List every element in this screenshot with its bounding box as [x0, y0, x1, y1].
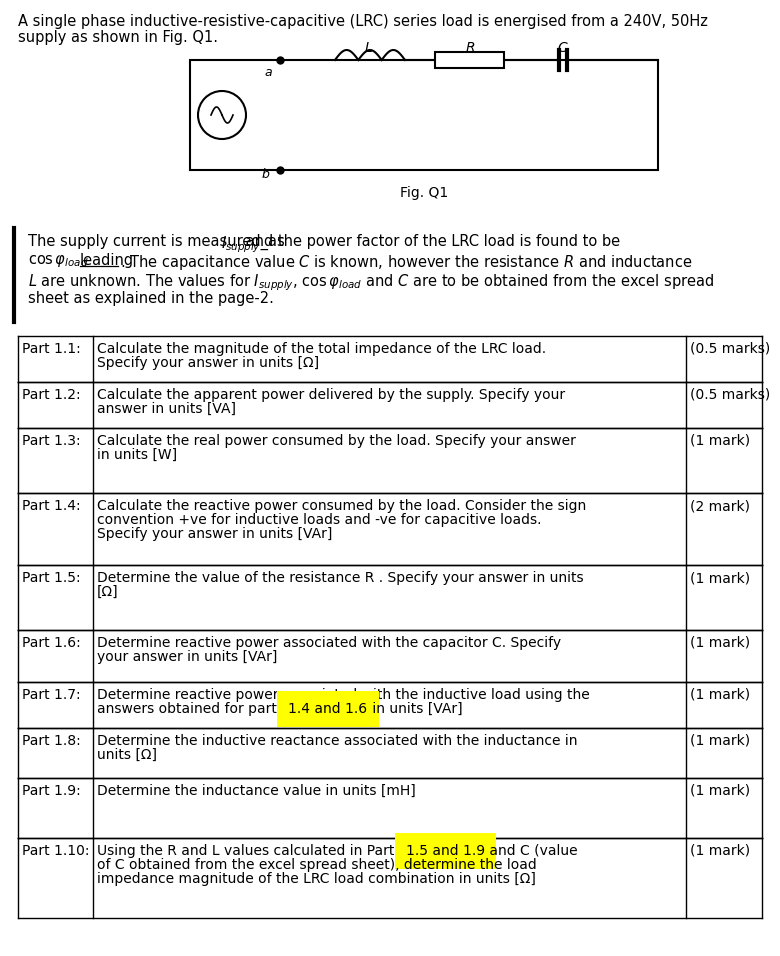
Text: (1 mark): (1 mark)	[690, 734, 750, 748]
Text: Part 1.10:: Part 1.10:	[22, 844, 90, 858]
Text: Calculate the apparent power delivered by the supply. Specify your: Calculate the apparent power delivered b…	[97, 388, 566, 402]
Text: Part 1.6:: Part 1.6:	[22, 636, 81, 650]
Text: Part 1.2:: Part 1.2:	[22, 388, 80, 402]
Text: in units [VAr]: in units [VAr]	[367, 702, 462, 716]
Text: in units [W]: in units [W]	[97, 448, 177, 462]
Text: (1 mark): (1 mark)	[690, 434, 750, 448]
Text: Specify your answer in units [VAr]: Specify your answer in units [VAr]	[97, 527, 332, 541]
Text: Part 1.3:: Part 1.3:	[22, 434, 80, 448]
Text: Part 1.9:: Part 1.9:	[22, 784, 81, 798]
FancyBboxPatch shape	[190, 60, 658, 170]
Text: leading: leading	[80, 253, 134, 268]
Text: 1.5 and 1.9: 1.5 and 1.9	[406, 844, 485, 858]
Text: and the power factor of the LRC load is found to be: and the power factor of the LRC load is …	[241, 234, 620, 249]
Text: supply as shown in Fig. Q1.: supply as shown in Fig. Q1.	[18, 30, 218, 45]
Text: . The capacitance value $C$ is known, however the resistance $R$ and inductance: . The capacitance value $C$ is known, ho…	[120, 253, 693, 272]
Text: units [Ω]: units [Ω]	[97, 748, 157, 762]
Text: and C (value: and C (value	[485, 844, 578, 858]
Text: Using the R and L values calculated in Parts: Using the R and L values calculated in P…	[97, 844, 406, 858]
Text: (1 mark): (1 mark)	[690, 844, 750, 858]
Text: (1 mark): (1 mark)	[690, 784, 750, 798]
Text: Calculate the real power consumed by the load. Specify your answer: Calculate the real power consumed by the…	[97, 434, 576, 448]
Text: impedance magnitude of the LRC load combination in units [Ω]: impedance magnitude of the LRC load comb…	[97, 872, 536, 886]
Text: (1 mark): (1 mark)	[690, 688, 750, 702]
Text: A single phase inductive-resistive-capacitive (LRC) series load is energised fro: A single phase inductive-resistive-capac…	[18, 14, 708, 29]
Circle shape	[198, 91, 246, 139]
Text: (0.5 marks): (0.5 marks)	[690, 388, 771, 402]
Text: The supply current is measured_as: The supply current is measured_as	[28, 234, 289, 250]
Text: Fig. Q1: Fig. Q1	[400, 186, 448, 200]
Text: Determine the inductive reactance associated with the inductance in: Determine the inductive reactance associ…	[97, 734, 577, 748]
Text: Determine the inductance value in units [mH]: Determine the inductance value in units …	[97, 784, 416, 798]
Text: $\cos\varphi_{load}$: $\cos\varphi_{load}$	[28, 253, 89, 269]
Text: Determine reactive power associated with the inductive load using the: Determine reactive power associated with…	[97, 688, 590, 702]
Bar	[435, 52, 504, 68]
Text: $L$ are unknown. The values for $I_{supply}$, $\cos\varphi_{load}$ and $C$ are t: $L$ are unknown. The values for $I_{supp…	[28, 272, 714, 293]
Text: 1.4 and 1.6: 1.4 and 1.6	[289, 702, 367, 716]
Text: $I_{supply}$: $I_{supply}$	[221, 234, 261, 254]
Text: answer in units [VA]: answer in units [VA]	[97, 402, 236, 416]
Text: (2 mark): (2 mark)	[690, 499, 750, 513]
Text: convention +ve for inductive loads and -ve for capacitive loads.: convention +ve for inductive loads and -…	[97, 513, 541, 527]
Text: Part 1.5:: Part 1.5:	[22, 571, 80, 585]
Text: your answer in units [VAr]: your answer in units [VAr]	[97, 650, 278, 664]
Text: Determine the value of the resistance R . Specify your answer in units: Determine the value of the resistance R …	[97, 571, 583, 585]
Text: $a$: $a$	[264, 66, 272, 79]
Text: Part 1.4:: Part 1.4:	[22, 499, 80, 513]
Text: Part 1.7:: Part 1.7:	[22, 688, 80, 702]
Text: Part 1.1:: Part 1.1:	[22, 342, 81, 356]
Text: [Ω]: [Ω]	[97, 585, 119, 599]
Text: Part 1.8:: Part 1.8:	[22, 734, 81, 748]
Text: (0.5 marks): (0.5 marks)	[690, 342, 771, 356]
Text: $C$: $C$	[557, 41, 569, 55]
Text: of C obtained from the excel spread sheet), determine the load: of C obtained from the excel spread shee…	[97, 858, 537, 872]
Text: $L$: $L$	[363, 41, 372, 55]
Text: Calculate the magnitude of the total impedance of the LRC load.: Calculate the magnitude of the total imp…	[97, 342, 546, 356]
Text: (1 mark): (1 mark)	[690, 571, 750, 585]
Text: Specify your answer in units [Ω]: Specify your answer in units [Ω]	[97, 356, 319, 370]
Text: sheet as explained in the page-2.: sheet as explained in the page-2.	[28, 291, 274, 306]
Text: answers obtained for parts: answers obtained for parts	[97, 702, 289, 716]
Text: Determine reactive power associated with the capacitor C. Specify: Determine reactive power associated with…	[97, 636, 561, 650]
Text: (1 mark): (1 mark)	[690, 636, 750, 650]
Text: $R$: $R$	[465, 41, 475, 55]
Text: $b$: $b$	[261, 167, 271, 181]
Text: Calculate the reactive power consumed by the load. Consider the sign: Calculate the reactive power consumed by…	[97, 499, 587, 513]
